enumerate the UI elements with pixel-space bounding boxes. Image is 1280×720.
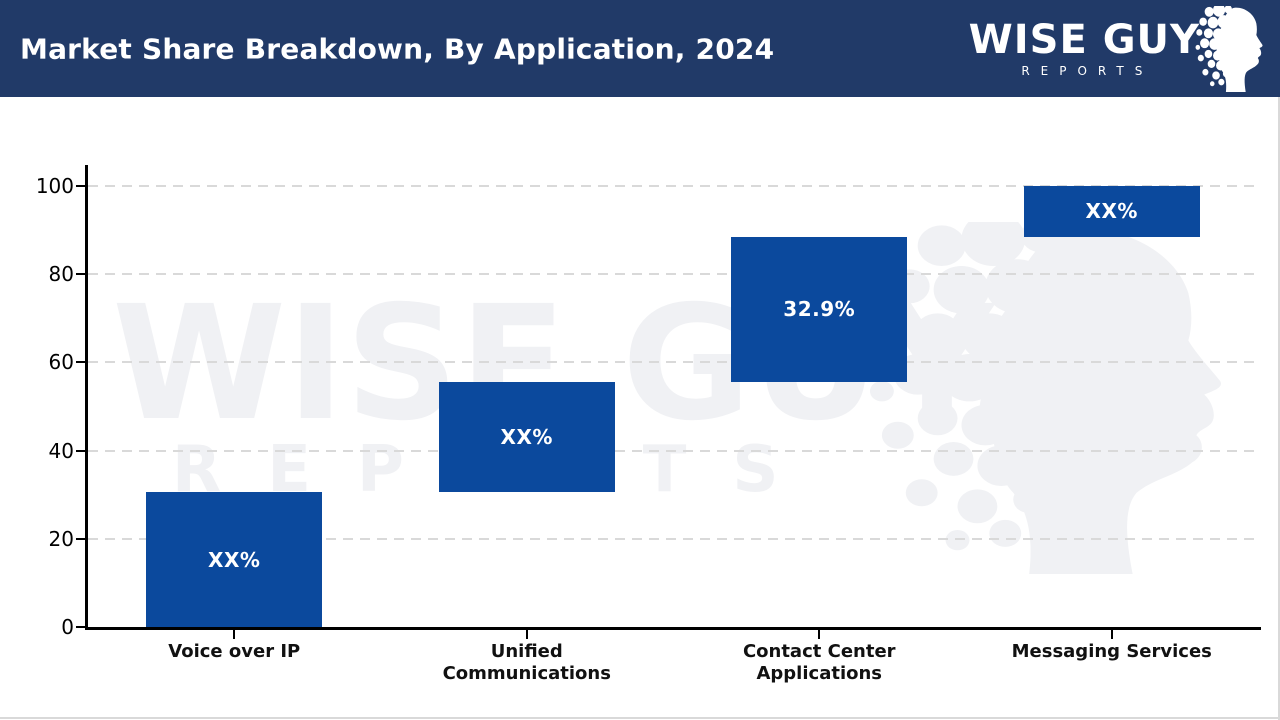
x-category-label: Unified Communications [381,641,674,685]
brand-name: WISE GUY [968,17,1200,63]
brand-subtitle: REPORTS [1021,64,1154,78]
x-tick [818,630,821,639]
y-tick [76,449,86,452]
plot-area: 0 20 40 60 80 100 XX% Voice over IP XX% Unified Co… [36,165,1261,684]
logo-dotted-head-icon [1195,6,1263,92]
page-border-right [1278,0,1280,720]
y-tick [76,185,86,187]
y-tick [76,626,86,628]
y-gridline [88,537,1258,540]
x-category-label: Contact Center Applications [673,641,966,685]
x-tick [1110,630,1113,639]
x-axis-spine [85,627,1261,630]
brand-logo-text: WISE GUY REPORTS [969,20,1200,78]
y-gridline [88,449,1258,452]
y-tick-label: 80 [48,262,74,287]
bar-value-label: 32.9% [783,297,856,322]
y-tick [76,273,86,276]
x-category-label-line: Applications [756,663,883,684]
y-tick-label: 0 [61,615,74,639]
y-gridline [88,361,1258,364]
chart-title: Market Share Breakdown, By Application, … [20,32,775,65]
x-tick [233,630,236,639]
page-border-bottom [0,717,1280,719]
bar-value-label: XX% [500,424,553,449]
x-category-label-line: Messaging Services [1011,641,1212,662]
y-tick [76,537,86,540]
y-tick-label: 60 [48,350,74,375]
x-tick [525,630,528,639]
y-gridline [88,273,1258,276]
bar: XX% [1023,186,1200,237]
x-category-label-line: Contact Center [742,641,896,662]
bar: 32.9% [731,236,908,382]
y-axis-spine [85,165,88,630]
y-tick [76,361,86,364]
y-tick-label: 100 [35,174,74,198]
x-category-label-line: Communications [442,663,611,684]
x-category-label: Messaging Services [966,641,1259,663]
y-tick-label: 20 [48,526,74,551]
y-gridline [88,185,1258,187]
bar: XX% [146,492,323,627]
x-category-label-line: Unified [490,641,563,662]
brand-logo: WISE GUY REPORTS [969,4,1270,94]
bar-value-label: XX% [208,547,261,572]
x-category-label: Voice over IP [88,641,381,663]
header-bar: Market Share Breakdown, By Application, … [0,0,1280,97]
y-tick-label: 40 [48,438,74,463]
x-category-label-line: Voice over IP [168,641,301,662]
bar: XX% [438,381,615,493]
bar-value-label: XX% [1085,199,1138,224]
